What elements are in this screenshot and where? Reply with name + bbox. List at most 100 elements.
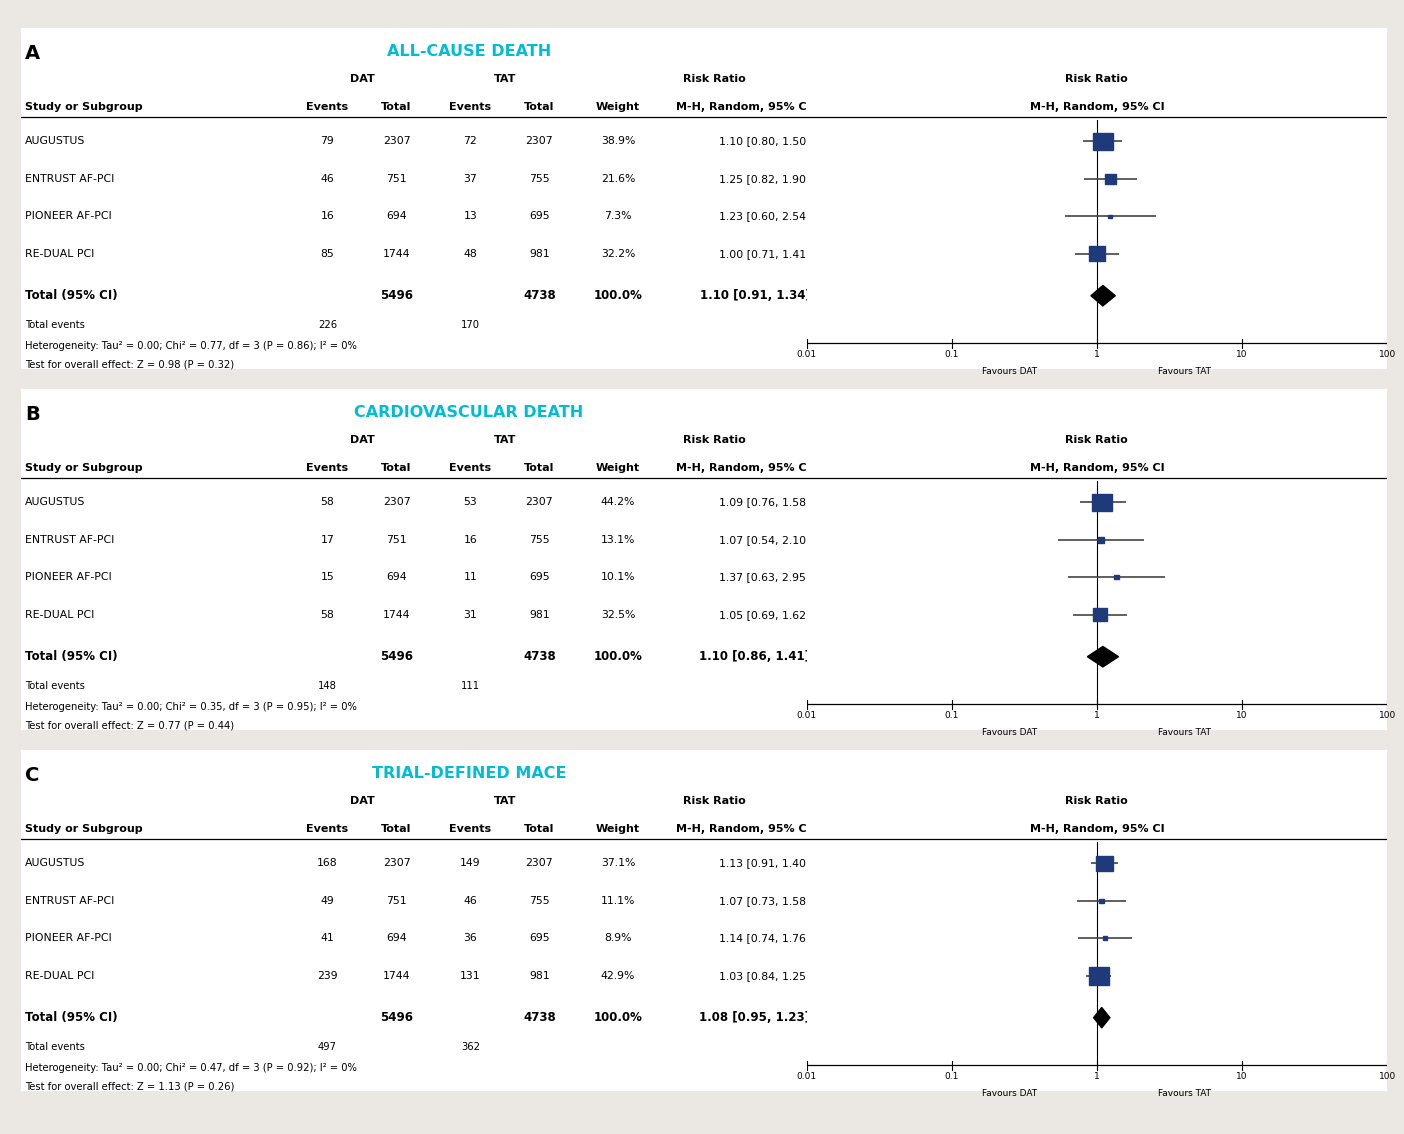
Bar	[1092, 608, 1108, 621]
Text: Total: Total	[524, 463, 555, 473]
Text: Heterogeneity: Tau² = 0.00; Chi² = 0.47, df = 3 (P = 0.92); I² = 0%: Heterogeneity: Tau² = 0.00; Chi² = 0.47,…	[25, 1063, 357, 1073]
Bar	[1098, 898, 1104, 903]
Text: 497: 497	[317, 1042, 337, 1051]
Text: Risk Ratio: Risk Ratio	[1066, 796, 1129, 806]
Text: ENTRUST AF-PCI: ENTRUST AF-PCI	[25, 174, 114, 184]
Text: Weight: Weight	[595, 102, 640, 111]
Bar	[1090, 967, 1109, 984]
Text: 0.1: 0.1	[945, 350, 959, 359]
Text: Study or Subgroup: Study or Subgroup	[25, 102, 143, 111]
Text: 695: 695	[529, 573, 550, 583]
Text: A: A	[25, 44, 41, 62]
Text: 755: 755	[529, 896, 550, 906]
Text: 1.37 [0.63, 2.95]: 1.37 [0.63, 2.95]	[719, 573, 810, 583]
Text: 2307: 2307	[525, 858, 553, 869]
Polygon shape	[1094, 1007, 1111, 1027]
Text: Study or Subgroup: Study or Subgroup	[25, 823, 143, 833]
Text: 1.09 [0.76, 1.58]: 1.09 [0.76, 1.58]	[719, 498, 810, 507]
Text: 72: 72	[463, 136, 477, 146]
Bar	[1115, 575, 1119, 579]
Text: 100: 100	[1379, 350, 1396, 359]
Text: Events: Events	[449, 102, 491, 111]
Text: 2307: 2307	[525, 498, 553, 507]
Text: 85: 85	[320, 248, 334, 259]
Text: AUGUSTUS: AUGUSTUS	[25, 858, 86, 869]
Text: DAT: DAT	[350, 435, 375, 446]
Text: 10: 10	[1237, 711, 1248, 720]
Text: Favours DAT: Favours DAT	[981, 366, 1038, 375]
Bar	[1097, 856, 1113, 871]
Text: PIONEER AF-PCI: PIONEER AF-PCI	[25, 933, 112, 943]
Text: ENTRUST AF-PCI: ENTRUST AF-PCI	[25, 535, 114, 544]
Text: 13.1%: 13.1%	[601, 535, 635, 544]
Text: 7.3%: 7.3%	[604, 211, 632, 221]
Text: 46: 46	[320, 174, 334, 184]
Text: 100: 100	[1379, 1072, 1396, 1081]
Text: 58: 58	[320, 498, 334, 507]
Text: Total: Total	[382, 823, 411, 833]
Text: 0.01: 0.01	[796, 1072, 817, 1081]
Text: 1.07 [0.54, 2.10]: 1.07 [0.54, 2.10]	[719, 535, 810, 544]
Text: 2307: 2307	[383, 498, 410, 507]
Text: 100: 100	[1379, 711, 1396, 720]
Text: 10.1%: 10.1%	[601, 573, 635, 583]
Text: 751: 751	[386, 174, 407, 184]
Text: AUGUSTUS: AUGUSTUS	[25, 498, 86, 507]
Text: 1744: 1744	[383, 248, 410, 259]
Text: Events: Events	[449, 823, 491, 833]
Text: 13: 13	[463, 211, 477, 221]
Text: 48: 48	[463, 248, 477, 259]
Text: 755: 755	[529, 174, 550, 184]
Text: Events: Events	[449, 463, 491, 473]
Text: 58: 58	[320, 610, 334, 620]
Text: 2307: 2307	[383, 136, 410, 146]
Text: Weight: Weight	[595, 463, 640, 473]
Text: 168: 168	[317, 858, 338, 869]
Text: 10: 10	[1237, 1072, 1248, 1081]
Polygon shape	[1087, 646, 1119, 667]
Text: Total: Total	[382, 102, 411, 111]
Text: 1: 1	[1094, 350, 1099, 359]
Text: 694: 694	[386, 573, 407, 583]
Text: PIONEER AF-PCI: PIONEER AF-PCI	[25, 211, 112, 221]
Text: 362: 362	[461, 1042, 480, 1051]
Text: Total (95% CI): Total (95% CI)	[25, 650, 118, 663]
Text: Risk Ratio: Risk Ratio	[1066, 435, 1129, 446]
Text: 694: 694	[386, 933, 407, 943]
Text: 5496: 5496	[380, 1012, 413, 1024]
Text: TAT: TAT	[494, 75, 517, 84]
Text: RE-DUAL PCI: RE-DUAL PCI	[25, 971, 94, 981]
Text: 42.9%: 42.9%	[601, 971, 635, 981]
Text: 100.0%: 100.0%	[594, 289, 643, 302]
Text: Favours TAT: Favours TAT	[1158, 1089, 1210, 1098]
Bar	[1094, 133, 1113, 151]
Text: 111: 111	[461, 680, 480, 691]
Text: 751: 751	[386, 535, 407, 544]
Bar	[1108, 214, 1112, 218]
Text: TAT: TAT	[494, 796, 517, 806]
Text: RE-DUAL PCI: RE-DUAL PCI	[25, 610, 94, 620]
Text: Events: Events	[306, 102, 348, 111]
Text: 37: 37	[463, 174, 477, 184]
Text: 49: 49	[320, 896, 334, 906]
Text: 1.14 [0.74, 1.76]: 1.14 [0.74, 1.76]	[719, 933, 810, 943]
Text: M-H, Random, 95% CI: M-H, Random, 95% CI	[675, 463, 810, 473]
Text: TRIAL-DEFINED MACE: TRIAL-DEFINED MACE	[372, 765, 566, 780]
Text: Favours DAT: Favours DAT	[981, 1089, 1038, 1098]
Text: 755: 755	[529, 535, 550, 544]
Text: 11.1%: 11.1%	[601, 896, 635, 906]
Text: Events: Events	[306, 463, 348, 473]
Text: 36: 36	[463, 933, 477, 943]
Text: 1.07 [0.73, 1.58]: 1.07 [0.73, 1.58]	[719, 896, 810, 906]
Text: 1: 1	[1094, 711, 1099, 720]
Text: 32.2%: 32.2%	[601, 248, 635, 259]
Text: 0.01: 0.01	[796, 350, 817, 359]
Text: M-H, Random, 95% CI: M-H, Random, 95% CI	[1029, 102, 1164, 111]
Text: 695: 695	[529, 211, 550, 221]
Text: 981: 981	[529, 248, 550, 259]
Text: Risk Ratio: Risk Ratio	[1066, 75, 1129, 84]
Text: 100.0%: 100.0%	[594, 650, 643, 663]
Text: 751: 751	[386, 896, 407, 906]
Text: RE-DUAL PCI: RE-DUAL PCI	[25, 248, 94, 259]
Polygon shape	[1091, 286, 1115, 306]
